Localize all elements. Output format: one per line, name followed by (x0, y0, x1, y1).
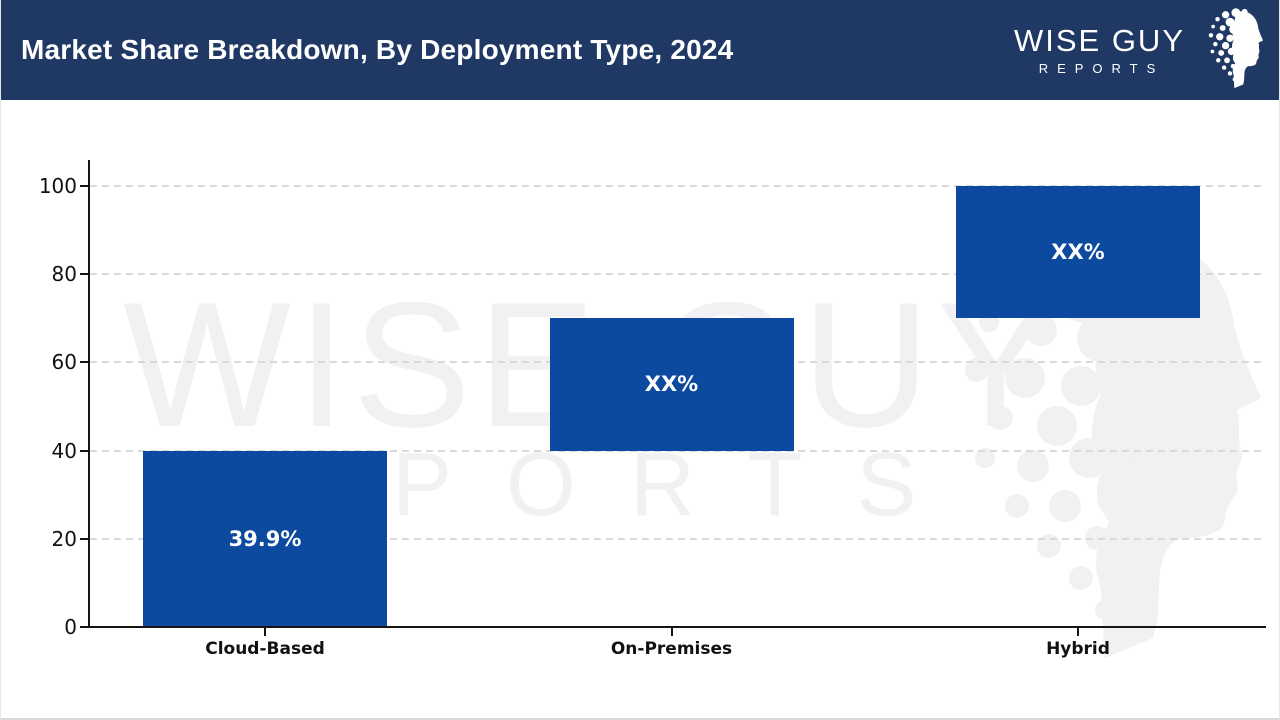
bar-hybrid: XX% (956, 186, 1200, 319)
x-tick-label-hybrid: Hybrid (1046, 639, 1110, 659)
x-tick-label-on-premises: On-Premises (610, 639, 733, 659)
y-tick-label-100: 100 (38, 174, 77, 198)
x-tick-3 (1077, 628, 1079, 636)
y-tick-100 (80, 185, 89, 187)
y-tick-label-20: 20 (51, 526, 77, 551)
y-tick-80 (80, 273, 89, 276)
y-tick-60 (80, 361, 89, 364)
y-tick-0 (80, 626, 89, 628)
y-tick-label-40: 40 (51, 438, 77, 463)
y-tick-label-0: 0 (64, 615, 77, 639)
wise-guy-reports-logo: WISE GUY REPORTS (1014, 6, 1271, 94)
x-tick-2 (670, 628, 673, 636)
y-tick-40 (80, 449, 89, 452)
y-tick-label-80: 80 (51, 262, 77, 287)
bar-value-label: 39.9% (228, 527, 302, 551)
x-tick-label-cloud-based: Cloud-Based (205, 639, 325, 659)
y-tick-label-60: 60 (51, 350, 77, 375)
bar-value-label: XX% (644, 372, 699, 397)
y-tick-20 (80, 537, 89, 540)
logo-reports-label: REPORTS (1038, 60, 1165, 76)
x-tick-1 (264, 628, 266, 636)
logo-wiseguy-label: WISE GUY (1013, 23, 1185, 59)
chart-title: Market Share Breakdown, By Deployment Ty… (21, 34, 734, 65)
x-axis-line (88, 626, 1266, 628)
gridline-80 (90, 273, 1265, 276)
bar-cloud-based: 39.9% (143, 451, 387, 627)
y-axis-line (88, 160, 90, 628)
bar-value-label: XX% (1051, 240, 1105, 265)
gridline-20 (90, 537, 1265, 540)
logo-text: WISE GUY REPORTS (1013, 23, 1185, 76)
gridline-40 (90, 449, 1265, 452)
gridline-100 (90, 185, 1265, 187)
bar-on-premises: XX% (549, 318, 794, 451)
header-banner: Market Share Breakdown, By Deployment Ty… (1, 0, 1279, 100)
logo-face-icon (1189, 6, 1271, 94)
